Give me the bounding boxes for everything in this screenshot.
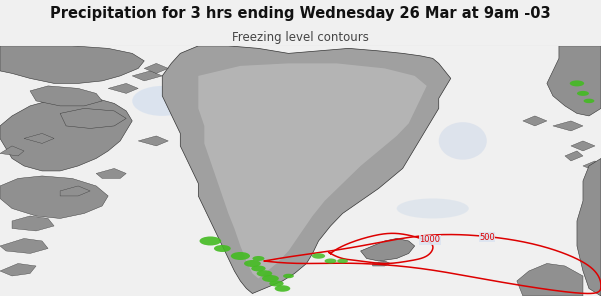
Circle shape bbox=[275, 285, 290, 292]
Circle shape bbox=[200, 237, 221, 245]
Polygon shape bbox=[523, 116, 547, 126]
Polygon shape bbox=[583, 161, 601, 171]
Polygon shape bbox=[0, 146, 24, 156]
Polygon shape bbox=[547, 46, 601, 116]
Circle shape bbox=[251, 266, 266, 271]
Circle shape bbox=[325, 258, 337, 263]
Polygon shape bbox=[553, 121, 583, 131]
Polygon shape bbox=[24, 133, 54, 144]
Circle shape bbox=[269, 281, 284, 287]
Polygon shape bbox=[373, 261, 391, 266]
Polygon shape bbox=[108, 83, 138, 94]
Ellipse shape bbox=[246, 103, 355, 128]
Circle shape bbox=[231, 252, 250, 260]
Polygon shape bbox=[571, 141, 595, 151]
Ellipse shape bbox=[132, 86, 192, 116]
Circle shape bbox=[283, 274, 294, 278]
Text: 500: 500 bbox=[479, 233, 495, 242]
Circle shape bbox=[257, 270, 272, 277]
Polygon shape bbox=[517, 263, 583, 296]
Polygon shape bbox=[0, 176, 108, 218]
Polygon shape bbox=[198, 63, 427, 279]
Polygon shape bbox=[96, 168, 126, 178]
Polygon shape bbox=[0, 46, 144, 83]
Polygon shape bbox=[0, 98, 132, 171]
Circle shape bbox=[577, 91, 589, 96]
Polygon shape bbox=[0, 239, 48, 253]
Polygon shape bbox=[60, 108, 126, 128]
Polygon shape bbox=[144, 63, 168, 73]
Text: Precipitation for 3 hrs ending Wednesday 26 Mar at 9am -03: Precipitation for 3 hrs ending Wednesday… bbox=[50, 6, 551, 21]
Polygon shape bbox=[162, 46, 451, 294]
Polygon shape bbox=[0, 263, 36, 276]
Polygon shape bbox=[60, 186, 90, 196]
Circle shape bbox=[244, 260, 261, 267]
Polygon shape bbox=[361, 239, 415, 261]
Text: Freezing level contours: Freezing level contours bbox=[232, 31, 369, 44]
Polygon shape bbox=[12, 216, 54, 231]
Ellipse shape bbox=[439, 122, 487, 160]
Circle shape bbox=[584, 99, 594, 103]
Polygon shape bbox=[138, 136, 168, 146]
Text: 1000: 1000 bbox=[419, 235, 440, 244]
Circle shape bbox=[337, 259, 348, 263]
Polygon shape bbox=[565, 151, 583, 161]
Polygon shape bbox=[30, 86, 102, 106]
Circle shape bbox=[252, 256, 264, 261]
Circle shape bbox=[570, 81, 584, 86]
Circle shape bbox=[262, 275, 279, 282]
Ellipse shape bbox=[397, 198, 469, 218]
Circle shape bbox=[312, 253, 325, 259]
Circle shape bbox=[214, 245, 231, 252]
Polygon shape bbox=[577, 158, 601, 296]
Polygon shape bbox=[132, 71, 162, 81]
